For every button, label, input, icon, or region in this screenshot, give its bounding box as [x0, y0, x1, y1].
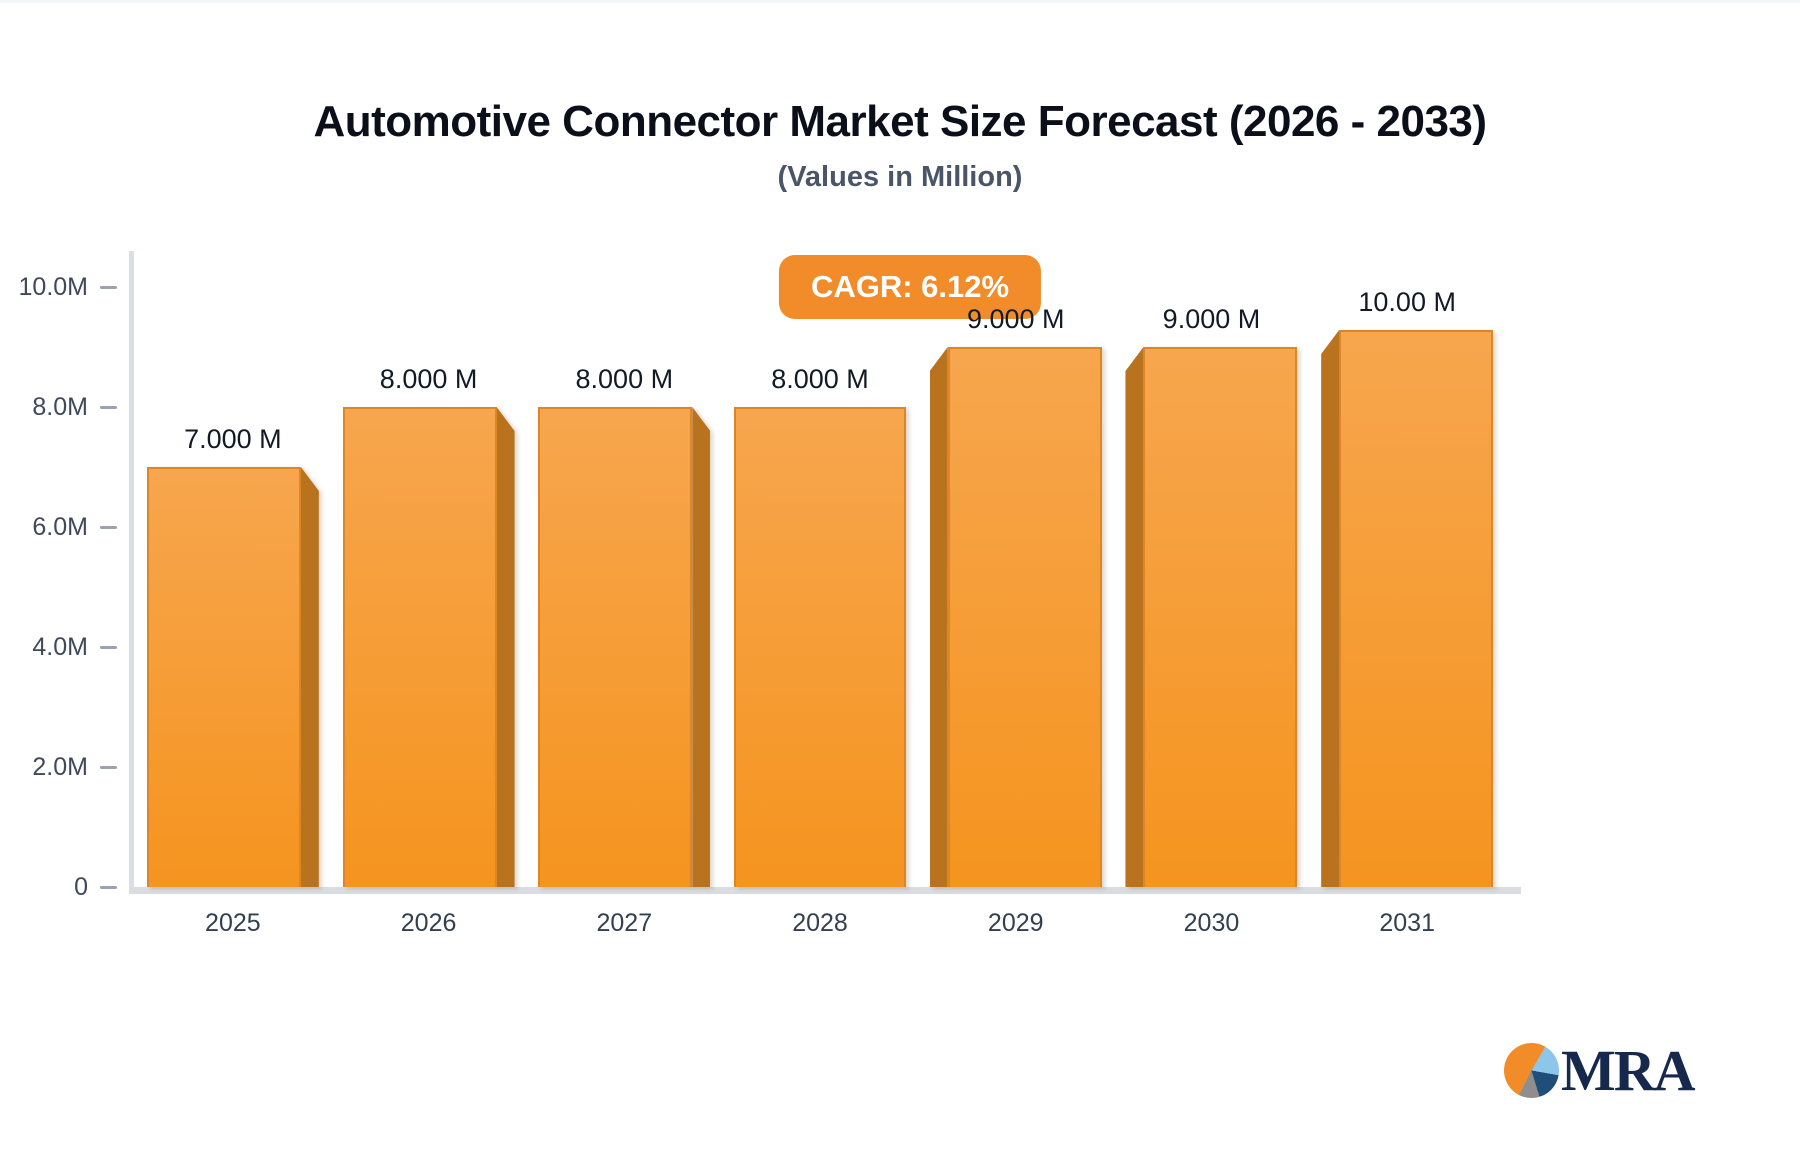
x-tick-label: 2028 — [792, 909, 848, 937]
y-tick-mark — [100, 406, 117, 409]
bar — [734, 407, 907, 887]
bar-value-label: 9.000 M — [1162, 304, 1261, 334]
bar-value-label: 8.000 M — [575, 364, 674, 394]
pie-chart-logo-icon — [1504, 1043, 1559, 1098]
bar — [146, 467, 319, 887]
bar-column: 8.000 M — [722, 287, 918, 887]
y-tick-mark — [100, 526, 117, 529]
y-tick-label: 8.0M — [32, 393, 88, 421]
x-tick-label: 2027 — [596, 909, 653, 937]
x-axis-line — [129, 887, 1521, 894]
x-tick-label: 2031 — [1379, 909, 1435, 937]
bar-face — [538, 407, 693, 887]
brand-logo: MRA — [1504, 1038, 1696, 1103]
chart-title: Automotive Connector Market Size Forecas… — [313, 97, 1487, 146]
x-tick-label: 2030 — [1183, 909, 1240, 937]
brand-logo-text: MRA — [1561, 1038, 1696, 1103]
y-tick-label: 4.0M — [32, 633, 88, 661]
bar-value-label: 7.000 M — [184, 424, 282, 454]
bar-side-bevel — [496, 407, 515, 887]
y-tick-mark — [100, 886, 117, 889]
bar-face — [1339, 330, 1494, 887]
y-tick-label: 10.0M — [18, 273, 88, 301]
x-tick-label: 2025 — [205, 909, 261, 937]
y-tick-mark — [100, 646, 117, 649]
bar-side-bevel — [929, 347, 948, 887]
bar-column: 8.000 M — [526, 287, 722, 887]
bar — [342, 407, 515, 887]
bar-column: 7.000 M — [135, 287, 331, 887]
bar — [929, 347, 1102, 887]
bar-side-bevel — [1125, 347, 1144, 887]
bar-value-label: 10.00 M — [1358, 287, 1456, 317]
chart-subtitle: (Values in Million) — [777, 161, 1023, 193]
bar-column: 10.00 M — [1309, 287, 1505, 887]
bar-side-bevel — [300, 467, 319, 887]
bar-face — [734, 407, 907, 887]
x-tick-label: 2029 — [987, 909, 1044, 937]
bar-face — [342, 407, 497, 887]
x-tick-label: 2026 — [400, 909, 457, 937]
y-tick-mark — [100, 766, 117, 769]
bar-side-bevel — [1321, 330, 1340, 887]
y-tick-mark — [100, 286, 117, 289]
bar — [538, 407, 711, 887]
bar-value-label: 8.000 M — [379, 364, 478, 394]
y-tick-label: 0 — [74, 873, 88, 901]
bar-face — [146, 467, 301, 887]
x-axis-labels: 2025 2026 2027 2028 2029 2030 2031 — [135, 909, 1505, 938]
bars-container: 7.000 M 8.000 M 8.000 M 8.000 M 9.000 M 9.000… — [135, 287, 1505, 887]
bar-column: 8.000 M — [331, 287, 527, 887]
bar-value-label: 8.000 M — [771, 364, 869, 394]
y-tick-label: 6.0M — [32, 513, 88, 541]
bar-face — [947, 347, 1102, 887]
bar-column: 9.000 M — [1114, 287, 1310, 887]
bar-value-label: 9.000 M — [966, 304, 1065, 334]
bar — [1321, 330, 1494, 887]
bar-face — [1143, 347, 1298, 887]
bar-column: 9.000 M — [918, 287, 1114, 887]
bar-side-bevel — [692, 407, 711, 887]
cagr-badge: CAGR: 6.12% — [778, 255, 1042, 319]
bar — [1125, 347, 1298, 887]
y-tick-label: 2.0M — [32, 753, 88, 781]
y-axis-line — [129, 251, 134, 893]
